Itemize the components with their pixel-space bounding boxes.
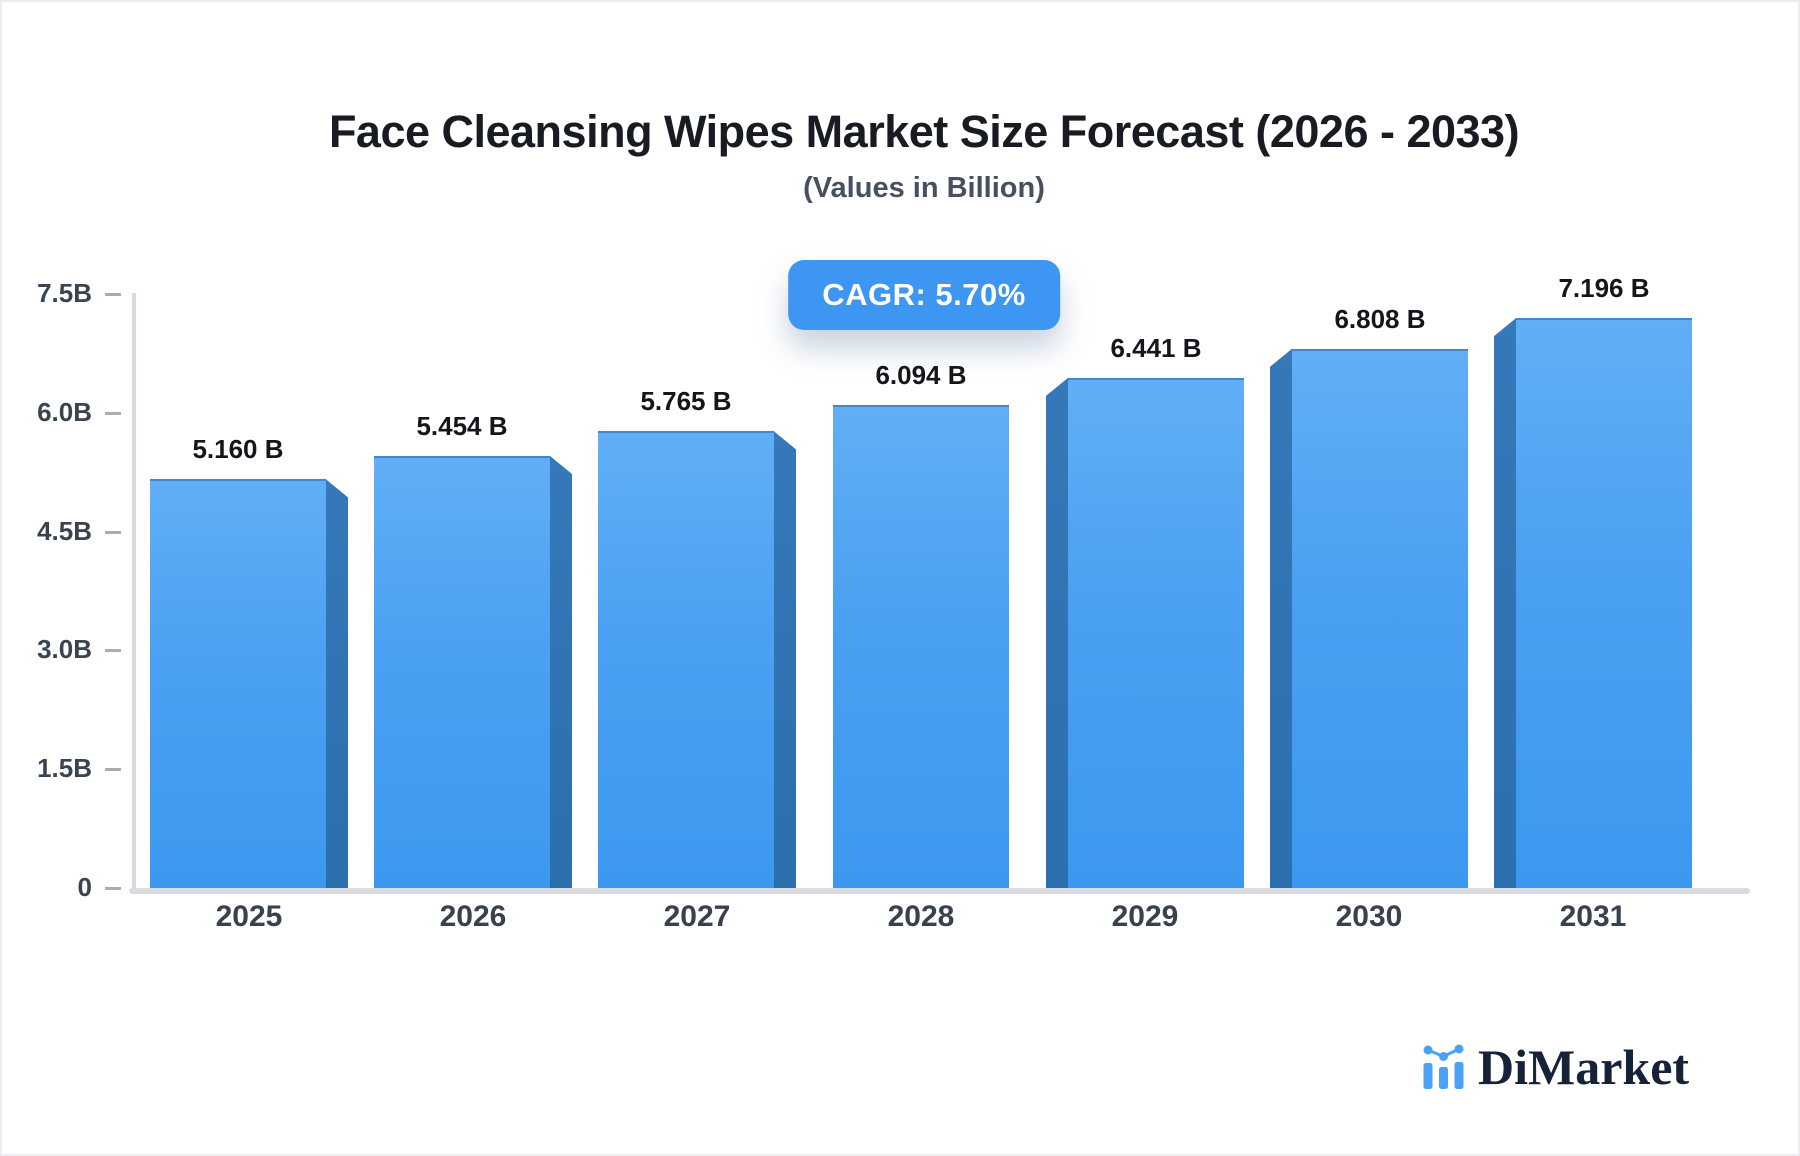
y-tick-mark [105, 768, 121, 772]
bar-side-2030 [1270, 348, 1292, 888]
y-tick-mark [105, 293, 121, 296]
x-axis-label-2025: 2025 [215, 900, 283, 933]
bar-value-label: 6.808 B [1334, 303, 1426, 334]
bar-value-label: 5.454 B [416, 411, 508, 442]
bar-2030 [1292, 348, 1468, 888]
cagr-badge: CAGR: 5.70% [788, 260, 1060, 330]
y-tick-label: 0 [77, 872, 92, 902]
x-axis-label-2026: 2026 [439, 900, 507, 933]
bar-value-label: 6.441 B [1110, 332, 1202, 363]
cagr-badge-label: CAGR: 5.70% [822, 277, 1026, 312]
bar-2025 [150, 479, 326, 888]
x-axis-baseline [129, 888, 1750, 894]
bar-value-label: 5.765 B [640, 386, 732, 417]
bar-side-2029 [1046, 377, 1068, 888]
y-tick-label: 6.0B [37, 396, 92, 427]
bar-2026 [374, 456, 550, 888]
bar-side-2026 [550, 456, 572, 888]
x-axis-label-2031: 2031 [1559, 900, 1627, 933]
page-title: Face Cleansing Wipes Market Size Forecas… [328, 106, 1520, 157]
bar-value-label: 7.196 B [1558, 273, 1650, 304]
bar-side-2025 [326, 479, 348, 888]
bar-2027 [598, 431, 774, 888]
y-axis-line [132, 293, 136, 893]
page-subtitle: (Values in Billion) [803, 172, 1045, 204]
y-tick-mark [105, 530, 121, 534]
bar-side-2027 [774, 431, 796, 888]
bar-2028 [833, 405, 1009, 888]
bar-line-chart-icon [1423, 1044, 1464, 1089]
y-tick-label: 3.0B [37, 634, 92, 665]
brand-logo-text: DiMarket [1478, 1039, 1690, 1095]
y-tick-label: 7.5B [37, 278, 92, 308]
bar-2031 [1516, 318, 1692, 888]
bar-value-label: 5.160 B [192, 434, 284, 465]
brand-logo: DiMarket [1422, 1042, 1689, 1092]
bar-2029 [1068, 377, 1244, 888]
x-axis-label-2030: 2030 [1335, 900, 1403, 933]
x-axis-label-2029: 2029 [1111, 900, 1179, 933]
x-axis-label-2028: 2028 [887, 900, 955, 933]
y-tick-mark [105, 887, 121, 890]
x-axis-label-2027: 2027 [663, 900, 731, 933]
y-tick-mark [105, 411, 121, 415]
bar-value-label: 6.094 B [875, 360, 967, 391]
bar-side-2031 [1494, 318, 1516, 888]
y-tick-label: 4.5B [37, 515, 92, 546]
y-tick-label: 1.5B [37, 753, 92, 784]
y-tick-mark [105, 649, 121, 653]
